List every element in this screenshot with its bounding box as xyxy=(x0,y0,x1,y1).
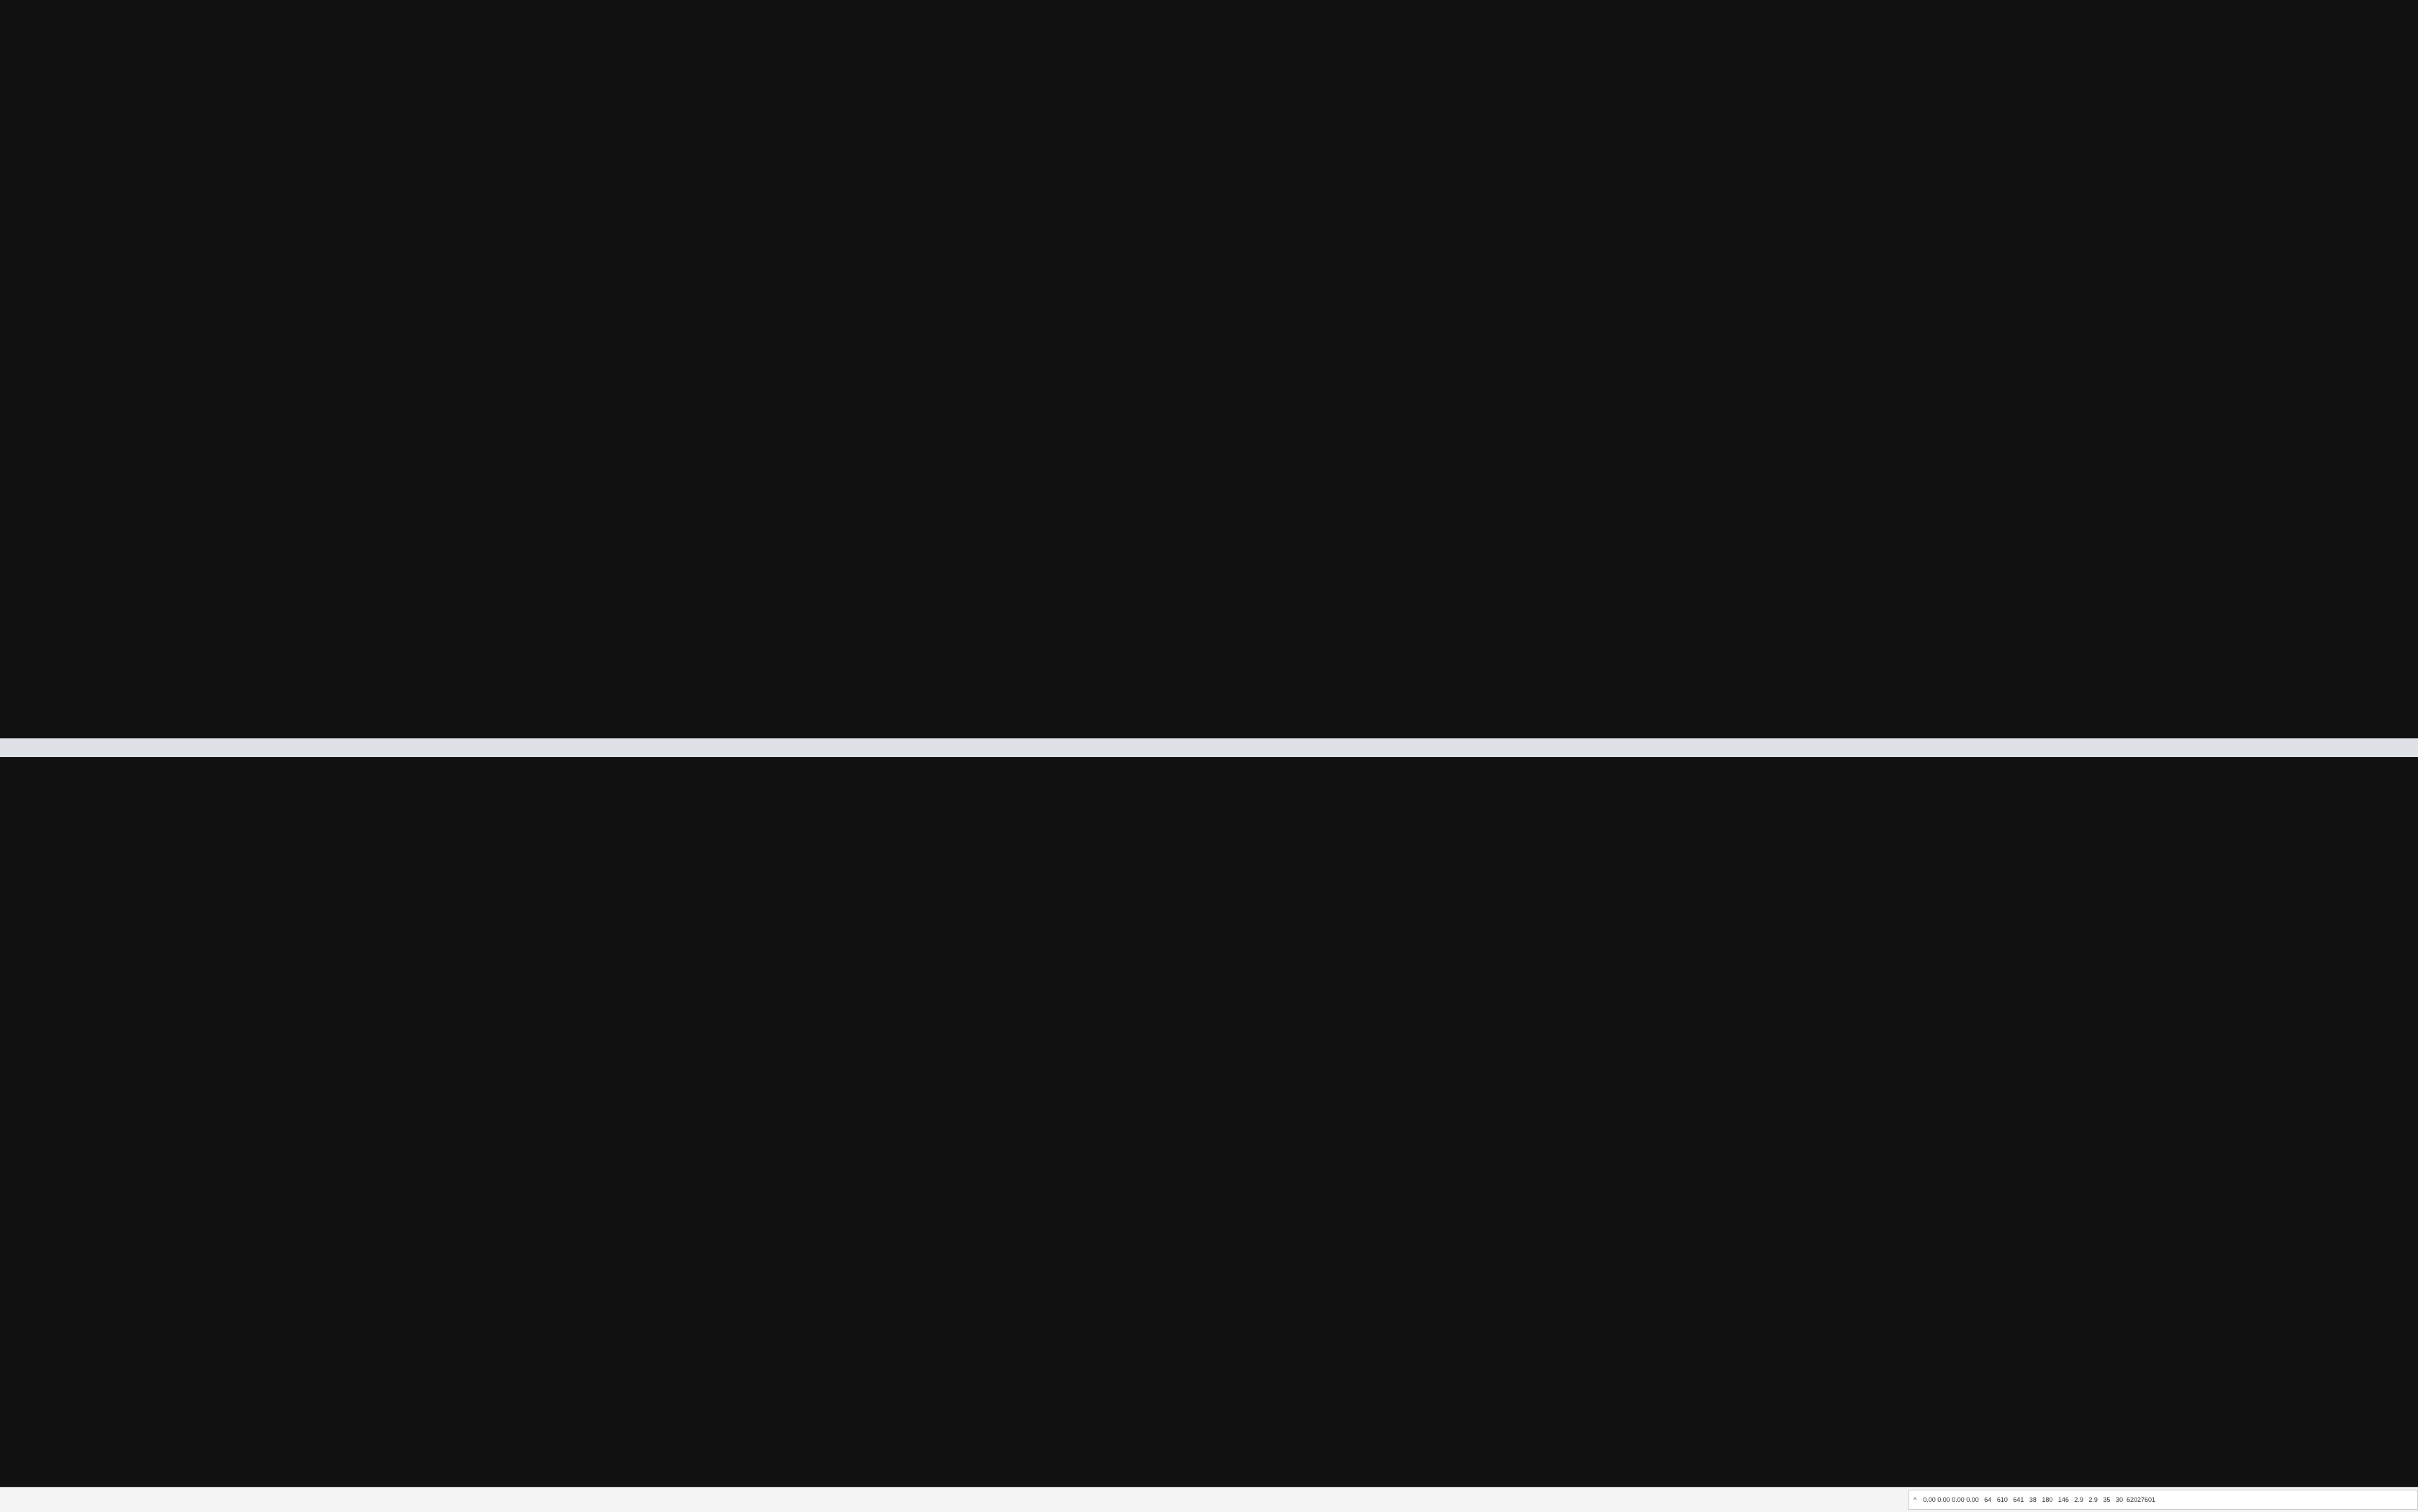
app-main-bottom-right[interactable] xyxy=(1209,756,2418,1511)
browser-chrome-middle xyxy=(0,738,2418,757)
status-bar: ^ 0.00 0.00 0.00 0.00 64 610 641 38 180 … xyxy=(1908,1490,2418,1510)
app-mirror-top-left xyxy=(0,0,1209,756)
app-mirror-top-right xyxy=(1209,0,2418,756)
chevron-up-icon: ^ xyxy=(1914,1496,1917,1503)
status-values: 0.00 0.00 0.00 0.00 64 610 641 38 180 14… xyxy=(1923,1496,2155,1503)
taskbar[interactable]: ^ 0.00 0.00 0.00 0.00 64 610 641 38 180 … xyxy=(0,1487,2418,1512)
browser-tab-strip-middle[interactable] xyxy=(0,738,2418,757)
app-mirror-bottom-left xyxy=(0,756,1209,1511)
